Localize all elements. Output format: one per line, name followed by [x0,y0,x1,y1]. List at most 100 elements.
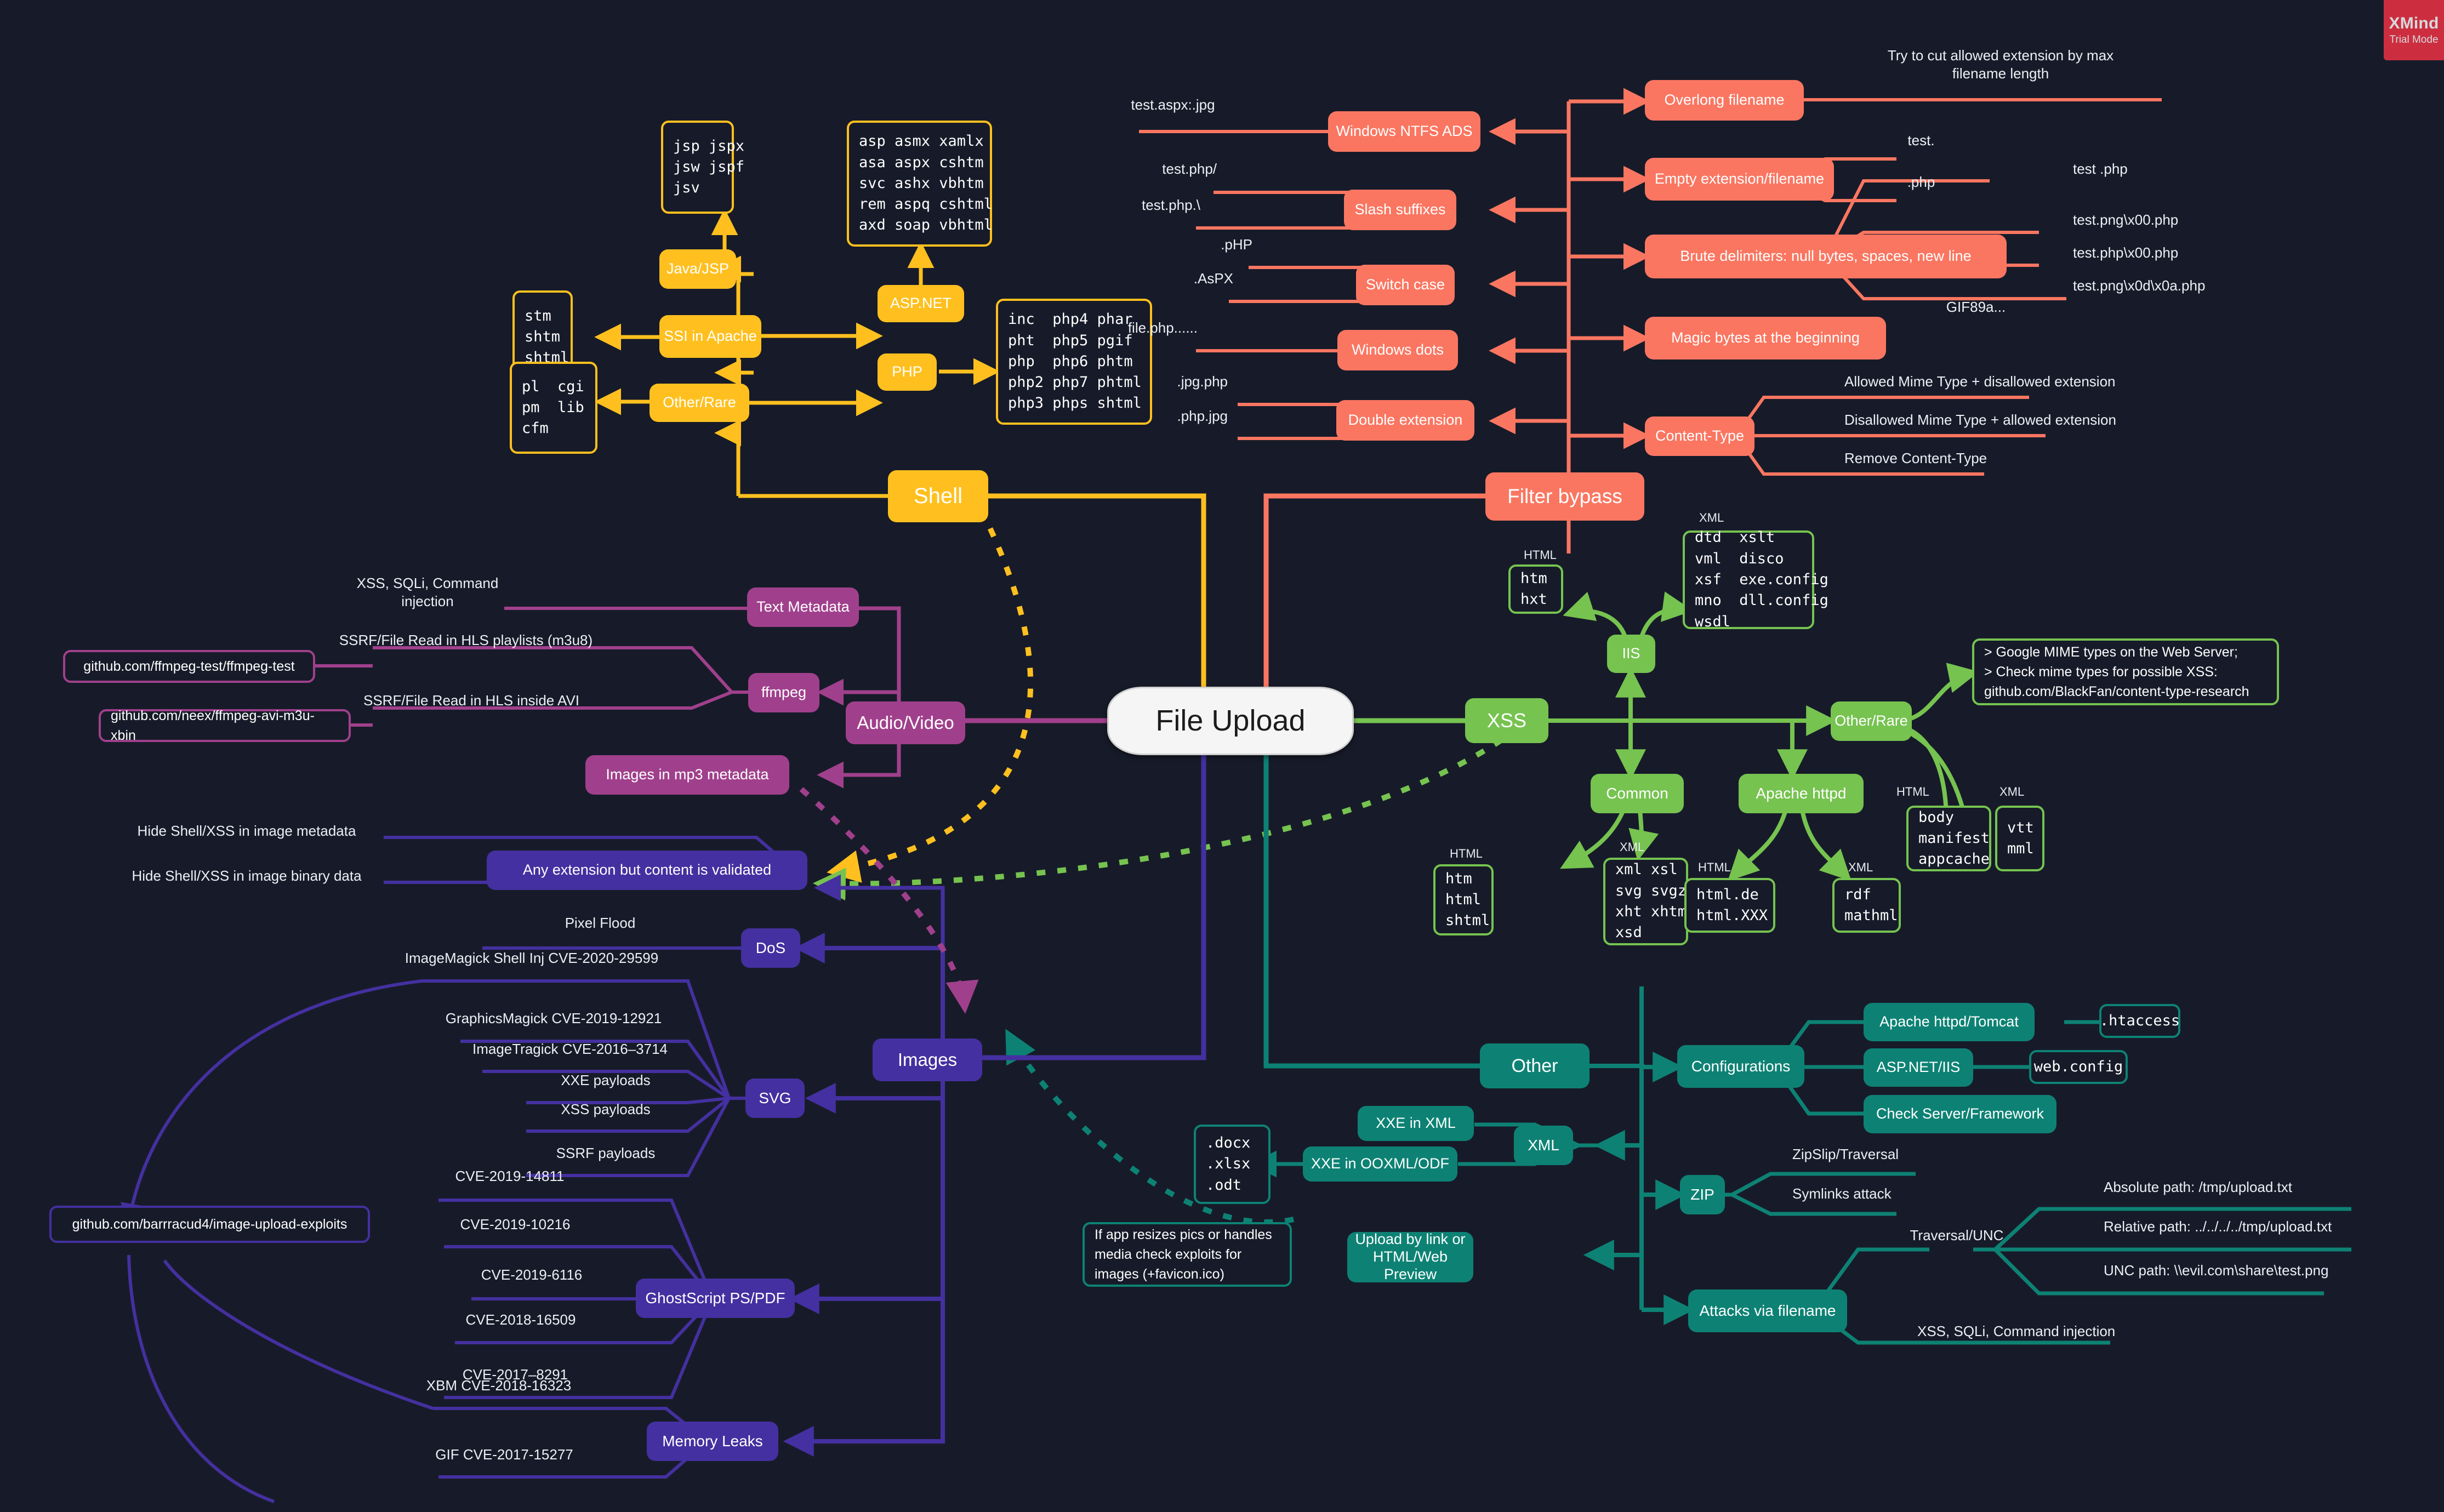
note-svg-5: XSS payloads [561,1101,651,1117]
note-svg-4: XXE payloads [561,1072,651,1088]
node-windows-ntfs-ads[interactable]: Windows NTFS ADS [1328,111,1480,152]
node-xxe-in-xml[interactable]: XXE in XML [1358,1106,1474,1141]
note-svg-1: ImageMagick Shell Inj CVE-2020-29599 [405,950,659,966]
node-slash-suffixes[interactable]: Slash suffixes [1344,190,1456,230]
node-xxe-in-ooxml-odf[interactable]: XXE in OOXML/ODF [1303,1146,1457,1182]
node-windows-dots[interactable]: Windows dots [1337,330,1458,370]
node-empty-extension[interactable]: Empty extension/filename [1645,158,1834,201]
note-double-1: .jpg.php [1177,373,1228,390]
label-traversal-unc: Traversal/UNC [1910,1227,2004,1243]
branch-xss[interactable]: XSS [1465,698,1548,743]
note-slash-2: test.php.\ [1142,197,1200,213]
note-brute-3: test.php\x00.php [2073,244,2179,261]
node-ffmpeg[interactable]: ffmpeg [748,673,819,712]
code-box-otherrare-xml: vtt mml [1995,806,2044,871]
node-upload-by-link[interactable]: Upload by link or HTML/Web Preview [1347,1231,1473,1282]
note-zipslip: ZipSlip/Traversal [1792,1146,1899,1162]
xmind-logo-text: XMind [2389,14,2439,32]
node-switch-case[interactable]: Switch case [1356,265,1455,305]
note-brute-2: test.png\x00.php [2073,212,2179,228]
node-content-type[interactable]: Content-Type [1645,416,1754,456]
code-box-asp-net: asp asmx xamlx asa aspx cshtm svc ashx v… [847,121,993,247]
branch-other[interactable]: Other [1480,1043,1590,1088]
tag-apache-html: HTML [1698,860,1731,874]
note-magic-bytes: GIF89a... [1946,299,2006,315]
node-php[interactable]: PHP [878,353,937,391]
note-svg-3: ImageTragick CVE-2016–3714 [472,1041,668,1057]
link-image-upload-exploits[interactable]: github.com/barrracud4/image-upload-explo… [49,1206,370,1243]
node-other-rare-xss[interactable]: Other/Rare [1831,701,1912,741]
note-switch-2: .AsPX [1193,270,1233,287]
tag-iis-xml: XML [1699,511,1724,524]
node-iis[interactable]: IIS [1607,635,1655,673]
node-images-in-mp3-metadata[interactable]: Images in mp3 metadata [585,755,789,795]
note-ml-1: XBM CVE-2018-16323 [426,1377,572,1394]
tag-otherrare-html: HTML [1896,785,1929,798]
node-dos[interactable]: DoS [741,928,800,968]
node-magic-bytes[interactable]: Magic bytes at the beginning [1645,317,1886,360]
note-hide-shell-binary: Hide Shell/XSS in image binary data [132,868,362,884]
code-box-common-xml: xml xsl svg svgz xht xhtml xsd [1603,858,1695,945]
node-asp-net[interactable]: ASP.NET [878,285,964,322]
note-overlong-filename: Try to cut allowed extension by max file… [1887,47,2114,82]
code-box-common-html: htm html shtml [1433,864,1494,935]
node-asp-net-iis[interactable]: ASP.NET/IIS [1864,1048,1973,1087]
node-text-metadata[interactable]: Text Metadata [747,587,859,627]
branch-audio-video[interactable]: Audio/Video [846,701,965,744]
note-svg-2: GraphicsMagick CVE-2019-12921 [445,1010,662,1026]
note-unc-path: UNC path: \\evil.com\share\test.png [2104,1262,2329,1279]
note-switch-1: .pHP [1221,236,1252,253]
node-check-server-framework[interactable]: Check Server/Framework [1864,1095,2056,1133]
xmind-trial-watermark: XMind Trial Mode [2384,0,2444,60]
node-overlong-filename[interactable]: Overlong filename [1645,80,1804,121]
node-ssi-in-apache[interactable]: SSI in Apache [659,315,761,358]
node-double-extension[interactable]: Double extension [1336,400,1474,441]
root-node-file-upload[interactable]: File Upload [1107,687,1354,755]
node-apache-httpd[interactable]: Apache httpd [1739,774,1864,813]
node-xml[interactable]: XML [1514,1126,1573,1165]
code-box-iis-xml: dtd xslt vml disco xsf exe.config mno dl… [1683,529,1828,630]
code-box-office-extensions: .docx .xlsx .odt [1194,1125,1271,1204]
node-other-rare-shell[interactable]: Other/Rare [650,384,749,422]
note-svg-6: SSRF payloads [556,1145,656,1161]
note-relative-path: Relative path: ../../../../tmp/upload.tx… [2104,1218,2332,1235]
note-gs-2: CVE-2019-10216 [460,1216,571,1233]
node-any-extension-validated[interactable]: Any extension but content is validated [487,851,807,890]
node-zip[interactable]: ZIP [1680,1175,1725,1214]
node-memory-leaks[interactable]: Memory Leaks [647,1422,778,1461]
tag-iis-html: HTML [1524,548,1557,562]
note-text-metadata: XSS, SQLi, Command injection [356,575,499,609]
node-attacks-via-filename[interactable]: Attacks via filename [1688,1290,1847,1332]
code-box-otherrare-html: body manifest appcache [1906,806,1991,871]
note-ffmpeg-1: SSRF/File Read in HLS playlists (m3u8) [339,632,593,648]
xmind-trial-text: Trial Mode [2389,34,2439,45]
node-svg[interactable]: SVG [745,1079,805,1118]
note-gs-5: CVE-2017–8291 [462,1366,568,1383]
node-java-jsp[interactable]: Java/JSP [659,249,736,289]
tag-otherrare-xml: XML [1999,785,2025,798]
tag-common-html: HTML [1450,847,1483,860]
note-empty-extension-1: test. [1907,132,1935,149]
node-ghostscript-ps-pdf[interactable]: GhostScript PS/PDF [636,1279,795,1318]
code-box-java-jsp: jsp jspx jsw jspf jsv [661,121,744,214]
tag-common-xml: XML [1620,840,1645,854]
note-brute-4: test.png\x0d\x0a.php [2073,277,2206,294]
node-common[interactable]: Common [1591,774,1684,813]
note-pixel-flood: Pixel Flood [565,915,636,931]
node-configurations[interactable]: Configurations [1677,1045,1804,1088]
branch-shell[interactable]: Shell [888,470,988,522]
branch-filter-bypass[interactable]: Filter bypass [1485,472,1644,521]
node-apache-httpd-tomcat[interactable]: Apache httpd/Tomcat [1864,1003,2035,1041]
note-content-type-3: Remove Content-Type [1844,450,1987,466]
node-brute-delimiters[interactable]: Brute delimiters: null bytes, spaces, ne… [1645,235,2007,278]
note-hide-shell-metadata: Hide Shell/XSS in image metadata [137,823,356,839]
link-ffmpeg-test[interactable]: github.com/ffmpeg-test/ffmpeg-test [63,650,315,683]
note-absolute-path: Absolute path: /tmp/upload.txt [2104,1179,2292,1195]
link-ffmpeg-avi-m3u-xbin[interactable]: github.com/neex/ffmpeg-avi-m3u-xbin [99,708,351,743]
code-box-php: inc php4 phar pht php5 pgif php php6 pht… [996,299,1152,425]
code-box-other-rare-shell: pl cgi pm lib cfm [510,362,597,454]
note-ffmpeg-2: SSRF/File Read in HLS inside AVI [363,692,580,709]
branch-images[interactable]: Images [873,1039,982,1081]
tag-apache-xml: XML [1848,860,1873,874]
code-box-htaccess: .htaccess [2099,1004,2180,1038]
